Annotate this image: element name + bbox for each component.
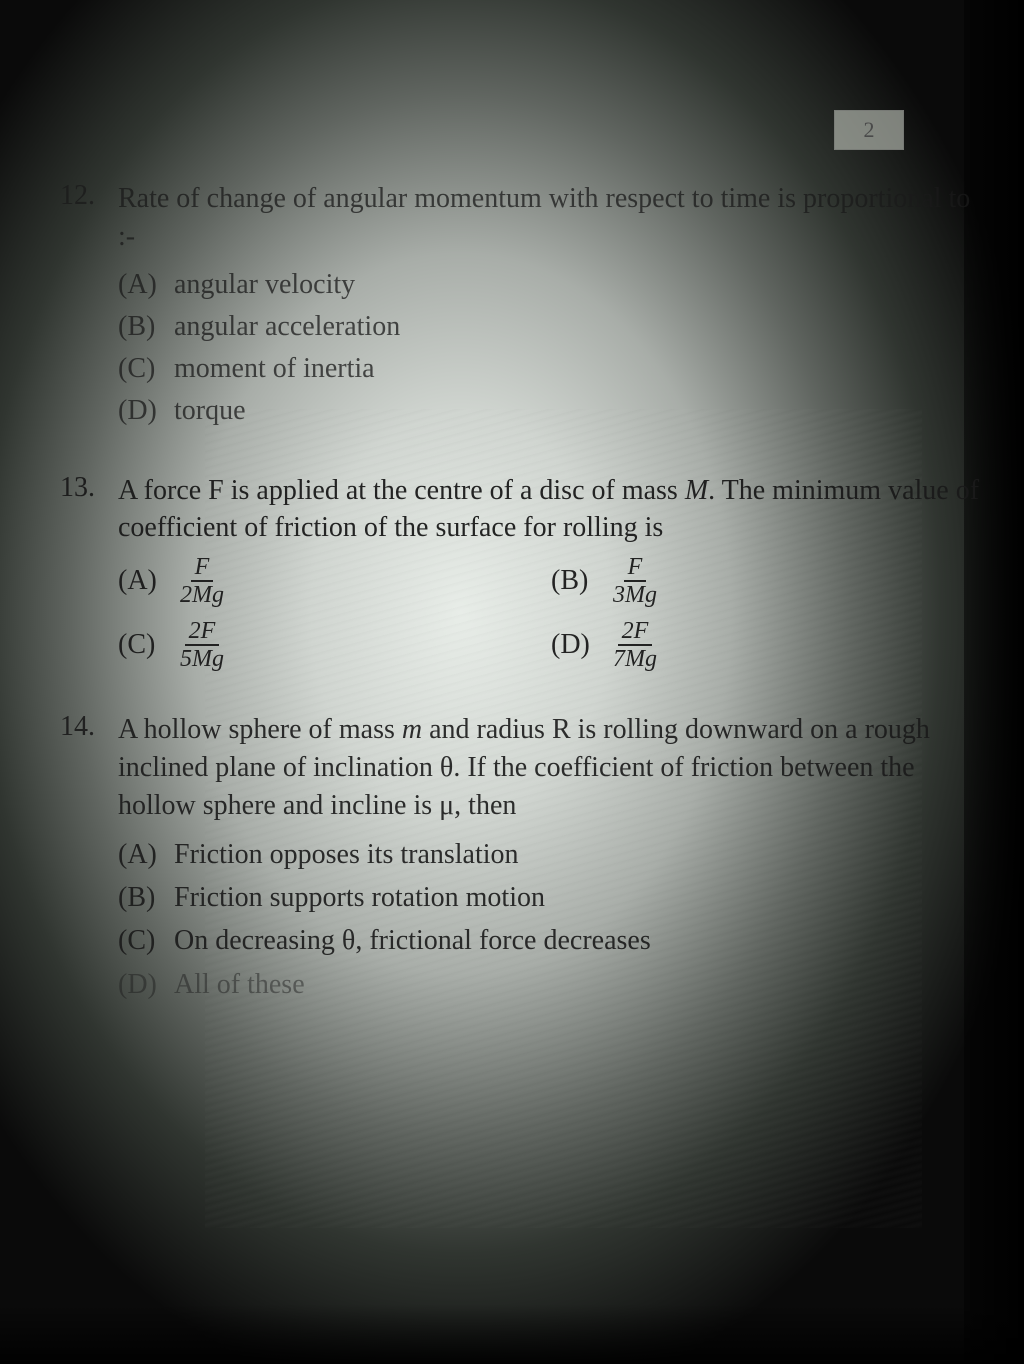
option-text: Friction opposes its translation (174, 833, 984, 876)
text-mass-symbol: m (402, 714, 422, 745)
numerator: F (624, 555, 647, 582)
option-c: (C) moment of inertia (118, 348, 984, 390)
option-c: (C) On decreasing θ, frictional force de… (118, 919, 984, 962)
numerator: 2F (185, 619, 220, 646)
option-d: (D) All of these (118, 963, 984, 1006)
page-number-tag: 2 (834, 110, 904, 150)
option-label: (D) (118, 963, 174, 1006)
option-label: (B) (551, 565, 607, 597)
question-number: 12. (60, 180, 118, 212)
option-label: (B) (118, 306, 174, 348)
question-text: Rate of change of angular momentum with … (118, 180, 984, 256)
option-a: (A) Friction opposes its translation (118, 833, 984, 876)
option-a: (A) angular velocity (118, 264, 984, 306)
option-text: On decreasing θ, frictional force decrea… (174, 919, 984, 962)
text-part-1: A hollow sphere of mass (118, 714, 402, 745)
denominator: 2Mg (176, 582, 228, 607)
page-container: 2 12. Rate of change of angular momentum… (0, 0, 1024, 1364)
option-text: Friction supports rotation motion (174, 876, 984, 919)
option-text: angular acceleration (174, 306, 984, 348)
question-number: 14. (60, 711, 118, 743)
text-mass-symbol: M (685, 475, 708, 506)
question-text: A force F is applied at the centre of a … (118, 472, 984, 548)
question-header: 13. A force F is applied at the centre o… (60, 472, 984, 548)
question-header: 14. A hollow sphere of mass m and radius… (60, 711, 984, 824)
option-d: (D) 2F 7Mg (551, 619, 984, 671)
option-label: (A) (118, 264, 174, 306)
option-label: (C) (118, 919, 174, 962)
question-14: 14. A hollow sphere of mass m and radius… (60, 711, 984, 1006)
options-list: (A) Friction opposes its translation (B)… (60, 833, 984, 1007)
option-label: (A) (118, 833, 174, 876)
denominator: 5Mg (176, 646, 228, 671)
question-header: 12. Rate of change of angular momentum w… (60, 180, 984, 256)
option-d: (D) torque (118, 390, 984, 432)
option-text: All of these (174, 963, 984, 1006)
denominator: 3Mg (609, 582, 661, 607)
option-text: moment of inertia (174, 348, 984, 390)
option-label: (C) (118, 629, 174, 661)
option-b: (B) Friction supports rotation motion (118, 876, 984, 919)
options-list: (A) angular velocity (B) angular acceler… (60, 264, 984, 432)
page-number: 2 (864, 117, 875, 143)
option-text: angular velocity (174, 264, 984, 306)
screen-bottom-fade (0, 1304, 1024, 1364)
text-part-1: A force F is applied at the centre of a … (118, 475, 685, 506)
option-label: (D) (118, 390, 174, 432)
numerator: F (191, 555, 214, 582)
fraction: F 2Mg (176, 555, 228, 607)
numerator: 2F (618, 619, 653, 646)
fraction: F 3Mg (609, 555, 661, 607)
option-text: torque (174, 390, 984, 432)
option-label: (D) (551, 629, 607, 661)
option-a: (A) F 2Mg (118, 555, 551, 607)
question-text: A hollow sphere of mass m and radius R i… (118, 711, 984, 824)
question-number: 13. (60, 472, 118, 504)
option-label: (A) (118, 565, 174, 597)
option-label: (B) (118, 876, 174, 919)
options-grid: (A) F 2Mg (B) F 3Mg (C) 2F 5Mg (60, 555, 984, 671)
option-b: (B) F 3Mg (551, 555, 984, 607)
option-b: (B) angular acceleration (118, 306, 984, 348)
question-13: 13. A force F is applied at the centre o… (60, 472, 984, 672)
fraction: 2F 5Mg (176, 619, 228, 671)
question-12: 12. Rate of change of angular momentum w… (60, 180, 984, 432)
option-c: (C) 2F 5Mg (118, 619, 551, 671)
fraction: 2F 7Mg (609, 619, 661, 671)
option-label: (C) (118, 348, 174, 390)
denominator: 7Mg (609, 646, 661, 671)
